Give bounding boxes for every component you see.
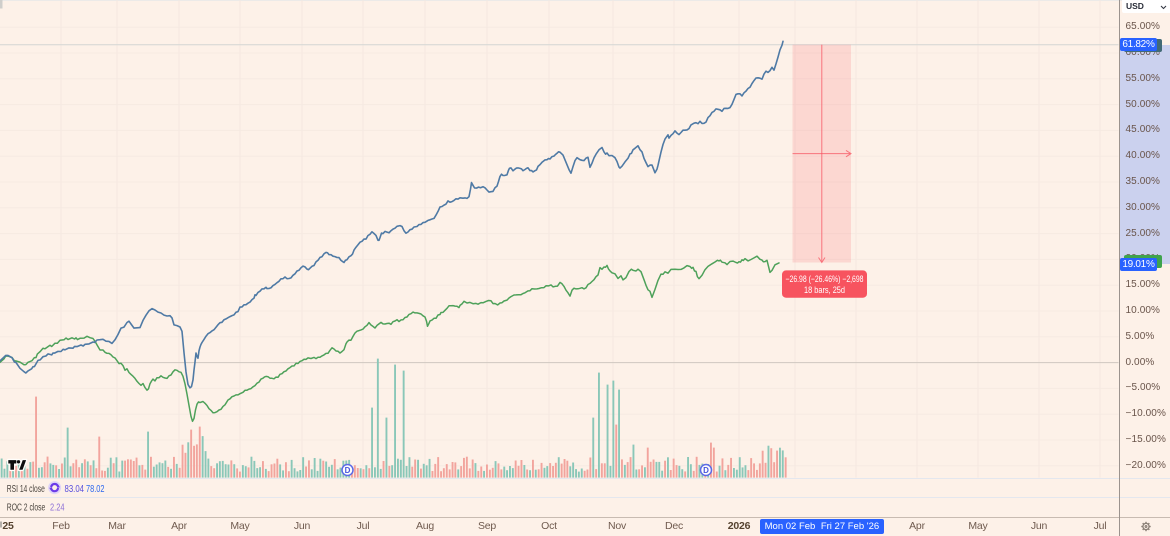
svg-text:D: D (345, 466, 351, 475)
svg-text:18 bars, 25d: 18 bars, 25d (804, 285, 845, 295)
svg-text:78.02: 78.02 (86, 484, 105, 495)
svg-text:ROC 2 close: ROC 2 close (7, 503, 46, 514)
svg-text:−26.98 (−26.46%) −2,698: −26.98 (−26.46%) −2,698 (786, 274, 864, 284)
svg-text:D: D (703, 466, 709, 475)
svg-text:RSI 14 close: RSI 14 close (7, 484, 45, 495)
svg-text:83.04: 83.04 (65, 484, 85, 495)
svg-text:2.24: 2.24 (50, 503, 65, 514)
